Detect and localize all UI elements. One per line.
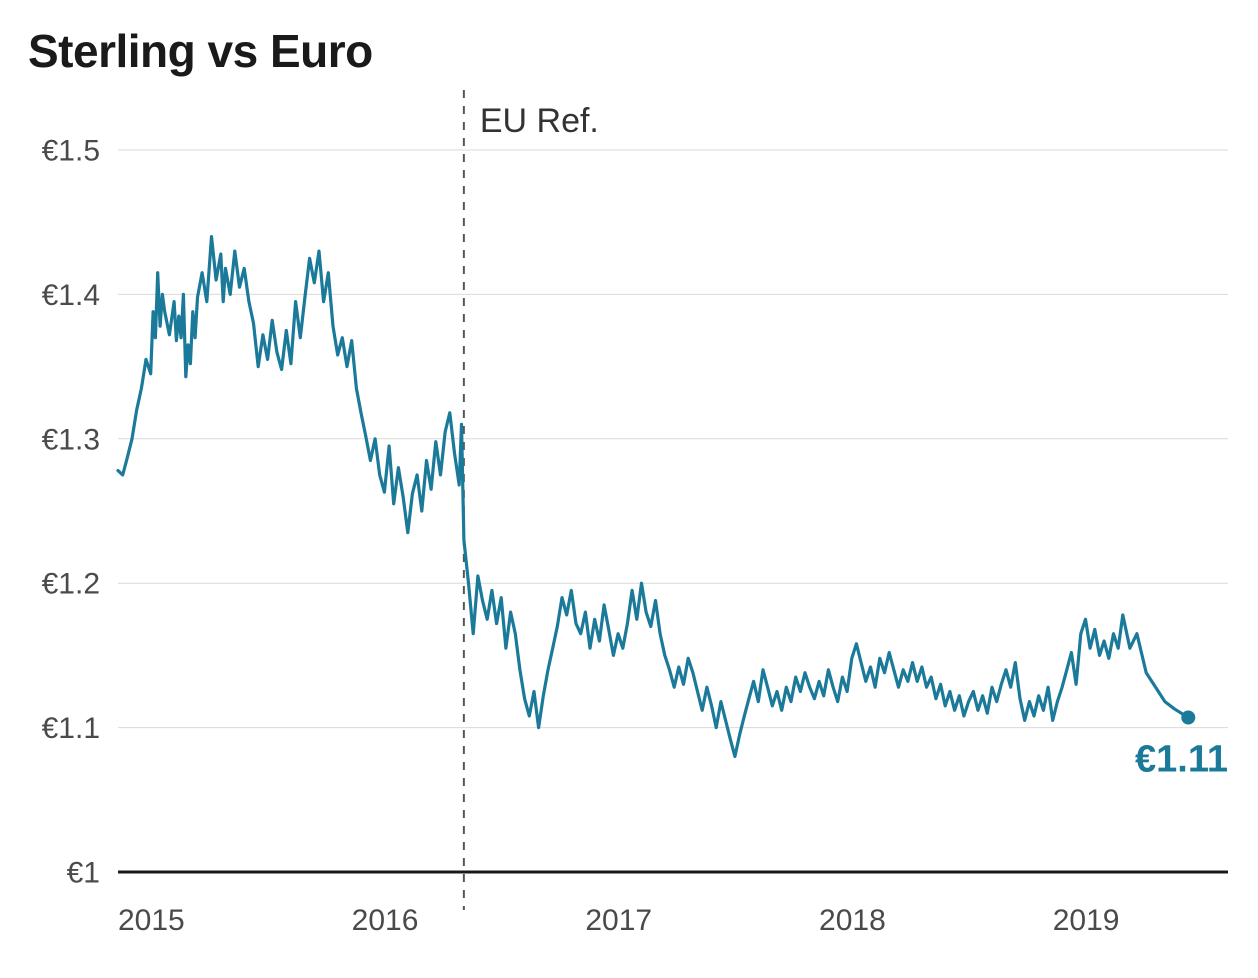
series-line [118,237,1188,757]
x-tick-label: 2018 [819,904,886,937]
chart-container: Sterling vs Euro €1€1.1€1.2€1.3€1.4€1.52… [0,0,1258,978]
annotation-label: EU Ref. [480,102,599,140]
end-marker [1181,710,1195,724]
x-tick-label: 2016 [352,904,419,937]
x-tick-label: 2017 [585,904,652,937]
y-tick-label: €1 [67,857,100,890]
line-chart: €1 €1.1 €1.2 €1.3 €1.4 €1.5 2015 2016 2017 2018 20… [0,0,1258,978]
y-tick-label: €1.4 [42,279,100,312]
y-tick-label: €1.2 [42,568,100,601]
x-tick-label: 2015 [118,904,185,937]
y-tick-label: €1.3 [42,423,100,456]
end-value-label: €1.11 [1135,738,1228,780]
x-tick-label: 2019 [1053,904,1120,937]
y-tick-label: €1.1 [42,712,100,745]
y-tick-label: €1.5 [42,135,100,168]
